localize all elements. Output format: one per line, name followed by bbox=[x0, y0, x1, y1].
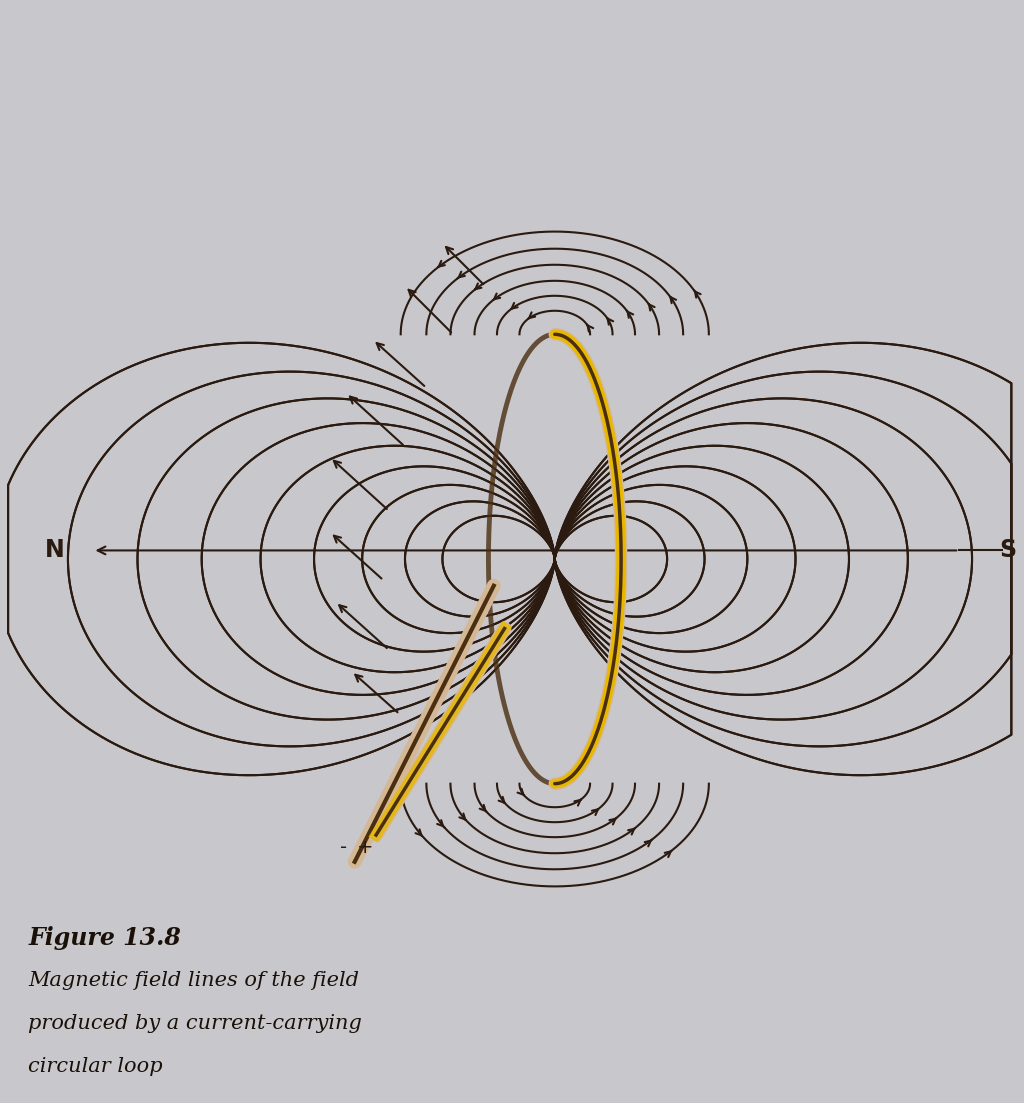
Text: produced by a current-carrying: produced by a current-carrying bbox=[29, 1014, 362, 1032]
Text: N: N bbox=[45, 538, 65, 563]
Text: -: - bbox=[340, 838, 347, 857]
Text: Magnetic field lines of the field: Magnetic field lines of the field bbox=[29, 971, 359, 989]
Text: Figure 13.8: Figure 13.8 bbox=[29, 927, 181, 950]
Text: circular loop: circular loop bbox=[29, 1057, 163, 1075]
Text: S: S bbox=[998, 538, 1016, 563]
Text: +: + bbox=[357, 838, 374, 857]
